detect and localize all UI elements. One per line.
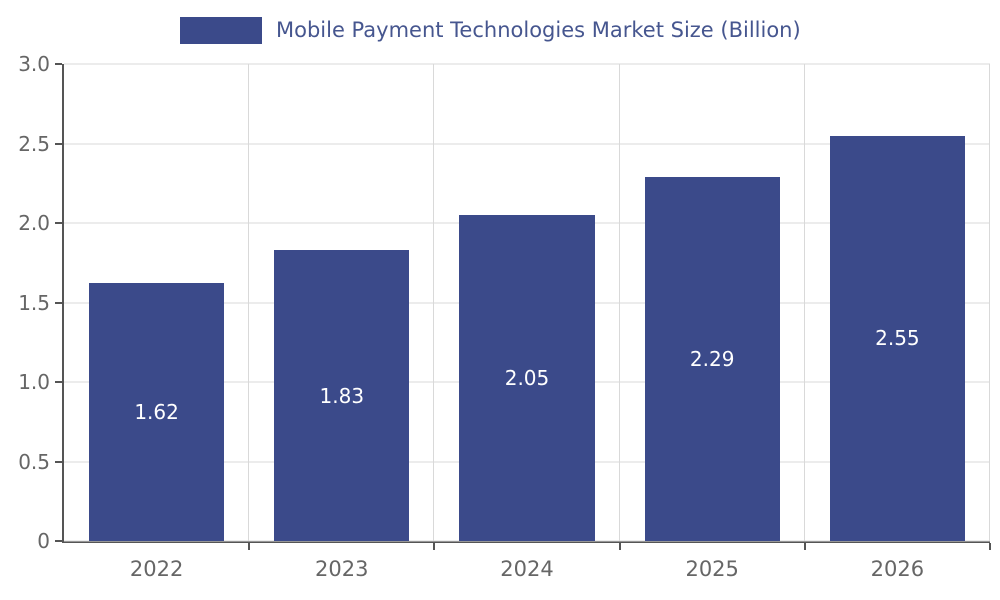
- x-axis-tick-label: 2023: [315, 557, 369, 581]
- y-gridline: [64, 540, 990, 542]
- y-tick-mark: [55, 301, 62, 304]
- legend-swatch: [180, 17, 262, 44]
- x-axis-tick-label: 2025: [685, 557, 739, 581]
- bar: 1.83: [274, 250, 410, 541]
- bar-value-label: 2.55: [875, 326, 920, 351]
- bar-value-label: 1.62: [134, 400, 179, 425]
- x-axis-tick-label: 2026: [870, 557, 925, 581]
- x-tick-mark: [803, 543, 806, 550]
- x-tick-mark: [433, 543, 436, 550]
- chart-title: Mobile Payment Technologies Market Size …: [276, 18, 801, 42]
- x-gridline: [248, 64, 250, 541]
- x-tick-mark: [248, 543, 251, 550]
- bar: 2.55: [829, 135, 965, 541]
- y-tick-mark: [55, 142, 62, 145]
- x-gridline: [803, 64, 805, 541]
- x-tick-mark: [989, 543, 991, 550]
- x-tick-mark: [618, 543, 621, 550]
- y-tick-mark: [55, 460, 62, 463]
- plot-area: 0 0.5 1.0 1.5 2.0 2.5 3.0 1.62 2022 1.83 2023 2.05 2…: [18, 54, 991, 581]
- y-axis-tick-label: 2.5: [18, 131, 50, 156]
- y-gridline: [64, 63, 990, 65]
- bar-value-label: 2.05: [504, 366, 550, 391]
- y-axis-tick-label: 1.5: [18, 290, 50, 315]
- y-axis-tick-label: 2.0: [18, 211, 50, 236]
- bar: 1.62: [89, 283, 225, 541]
- x-gridline: [989, 64, 990, 541]
- y-tick-mark: [55, 222, 62, 225]
- y-axis-tick-label: 1.0: [18, 370, 50, 395]
- x-gridline: [618, 64, 620, 541]
- x-gridline: [433, 64, 435, 541]
- bar: 2.29: [644, 176, 780, 541]
- bar: 2.05: [459, 215, 595, 541]
- y-axis-tick-label: 0: [37, 529, 50, 553]
- chart-legend: Mobile Payment Technologies Market Size …: [180, 17, 801, 44]
- bar-value-label: 1.83: [319, 383, 365, 408]
- y-axis-tick-label: 3.0: [18, 52, 50, 76]
- x-axis-tick-label: 2022: [129, 557, 184, 581]
- y-tick-mark: [55, 63, 62, 65]
- y-tick-mark: [55, 540, 62, 542]
- bar-value-label: 2.29: [689, 346, 735, 371]
- y-gridline: [64, 143, 990, 144]
- x-axis-tick-label: 2024: [500, 557, 554, 581]
- y-tick-mark: [55, 381, 62, 384]
- y-axis-tick-label: 0.5: [18, 449, 50, 474]
